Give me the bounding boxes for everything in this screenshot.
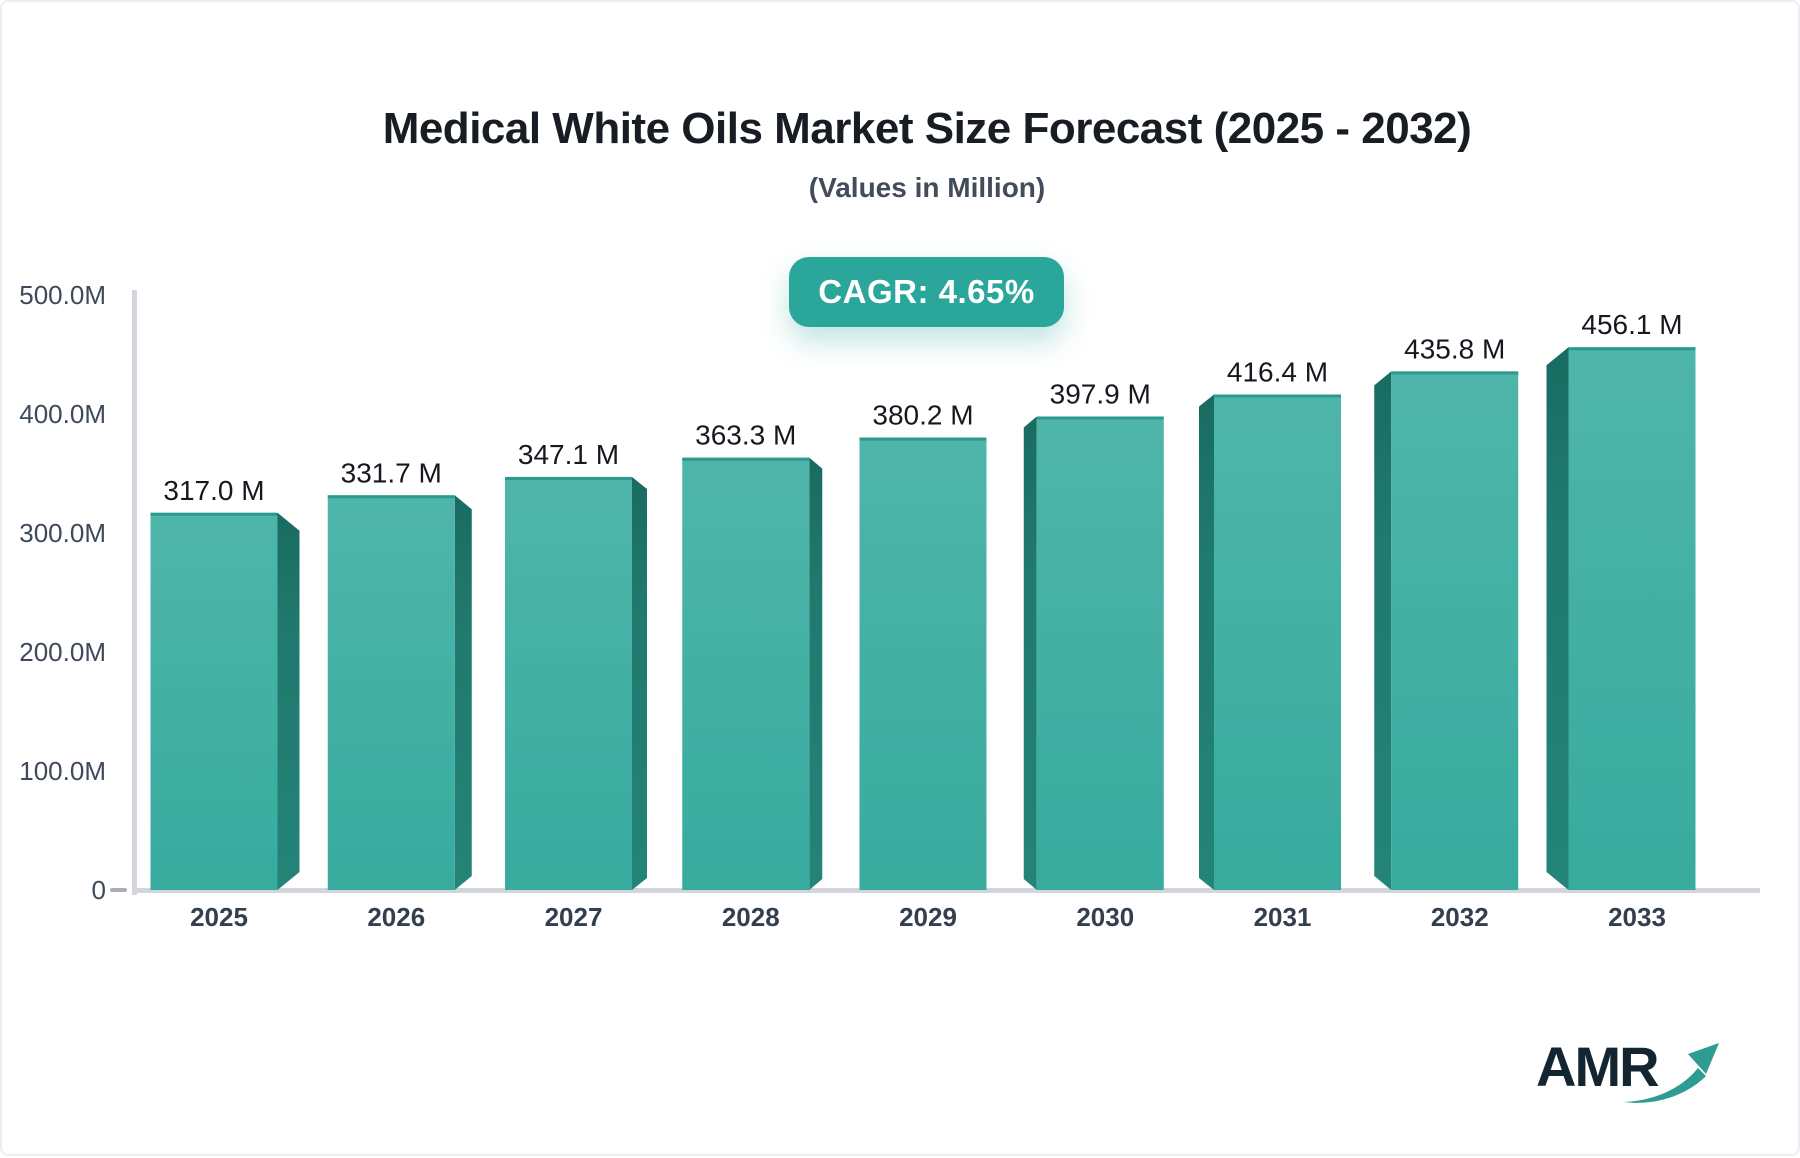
bar-value-label: 397.9 M (1050, 378, 1151, 409)
bar-side-face (277, 512, 300, 890)
x-tick-label: 2032 (1431, 902, 1489, 932)
bar-front-face (1036, 416, 1164, 890)
amr-logo-text: AMR (1536, 1035, 1660, 1098)
bar-top-edge (1568, 347, 1696, 351)
bar-front-face (327, 495, 455, 890)
bar-top-edge (1214, 394, 1341, 398)
bar-side-face (809, 457, 823, 890)
x-tick-label: 2028 (722, 902, 780, 932)
bar-2027 (505, 476, 647, 890)
x-tick-label: 2027 (545, 902, 603, 932)
x-tick-label: 2026 (367, 902, 425, 932)
bar-value-label: 435.8 M (1404, 333, 1505, 364)
bar-side-face (1546, 347, 1569, 891)
bar-2029 (859, 437, 987, 890)
bar-2030 (1023, 416, 1164, 890)
bar-value-label: 347.1 M (518, 439, 619, 470)
bar-top-edge (327, 495, 455, 499)
zero-tick-mark (110, 888, 127, 892)
bar-2033 (1546, 347, 1696, 891)
y-tick-label: 0 (92, 875, 106, 905)
amr-logo: AMR (1530, 1028, 1720, 1112)
bar-value-label: 363.3 M (695, 420, 796, 451)
cagr-badge: CAGR: 4.65% (789, 257, 1064, 327)
bar-front-face (682, 457, 810, 890)
chart-subtitle: (Values in Million) (808, 172, 1046, 203)
bar-front-face (505, 476, 632, 890)
x-tick-label: 2029 (899, 902, 957, 932)
cagr-badge-label: CAGR: 4.65% (818, 273, 1035, 310)
chart-header: Medical White Oils Market Size Forecast … (56, 2, 1798, 204)
bar-side-face (632, 476, 647, 890)
y-tick-label: 300.0M (19, 518, 106, 548)
trend-up-arrow-icon (1624, 1043, 1719, 1103)
bar-front-face (859, 437, 987, 890)
chart-title: Medical White Oils Market Size Forecast … (382, 104, 1472, 153)
bar-2028 (682, 457, 823, 890)
y-tick-label: 500.0M (19, 280, 106, 310)
y-tick-label: 100.0M (19, 756, 106, 786)
x-tick-label: 2025 (190, 902, 248, 932)
bar-top-edge (505, 476, 632, 480)
bar-side-face (1374, 371, 1392, 890)
bar-2026 (327, 495, 472, 890)
bar-side-face (454, 495, 472, 890)
axis-y-line (132, 290, 137, 895)
bar-side-face (1199, 394, 1214, 890)
bar-2025 (150, 512, 300, 890)
y-tick-label: 200.0M (19, 637, 106, 667)
bar-value-label: 331.7 M (341, 457, 442, 488)
bar-front-face (150, 512, 278, 890)
bar-top-edge (1036, 416, 1164, 420)
bar-front-face (1568, 347, 1696, 891)
bar-2031 (1199, 394, 1341, 890)
bar-2032 (1374, 371, 1519, 890)
x-tick-label: 2031 (1254, 902, 1312, 932)
x-tick-label: 2030 (1076, 902, 1134, 932)
bar-top-edge (859, 437, 987, 441)
bar-front-face (1214, 394, 1341, 890)
bar-side-face (1023, 416, 1037, 890)
bar-value-label: 416.4 M (1227, 356, 1328, 387)
axis-x-line (132, 888, 1760, 893)
bar-top-edge (682, 457, 810, 461)
bar-top-edge (150, 512, 278, 516)
bar-value-label: 456.1 M (1581, 309, 1682, 340)
y-tick-label: 400.0M (19, 399, 106, 429)
bar-top-edge (1391, 371, 1519, 375)
bar-value-label: 317.0 M (163, 475, 264, 506)
bar-value-label: 380.2 M (872, 400, 973, 431)
bar-front-face (1391, 371, 1519, 890)
x-tick-label: 2033 (1608, 902, 1666, 932)
